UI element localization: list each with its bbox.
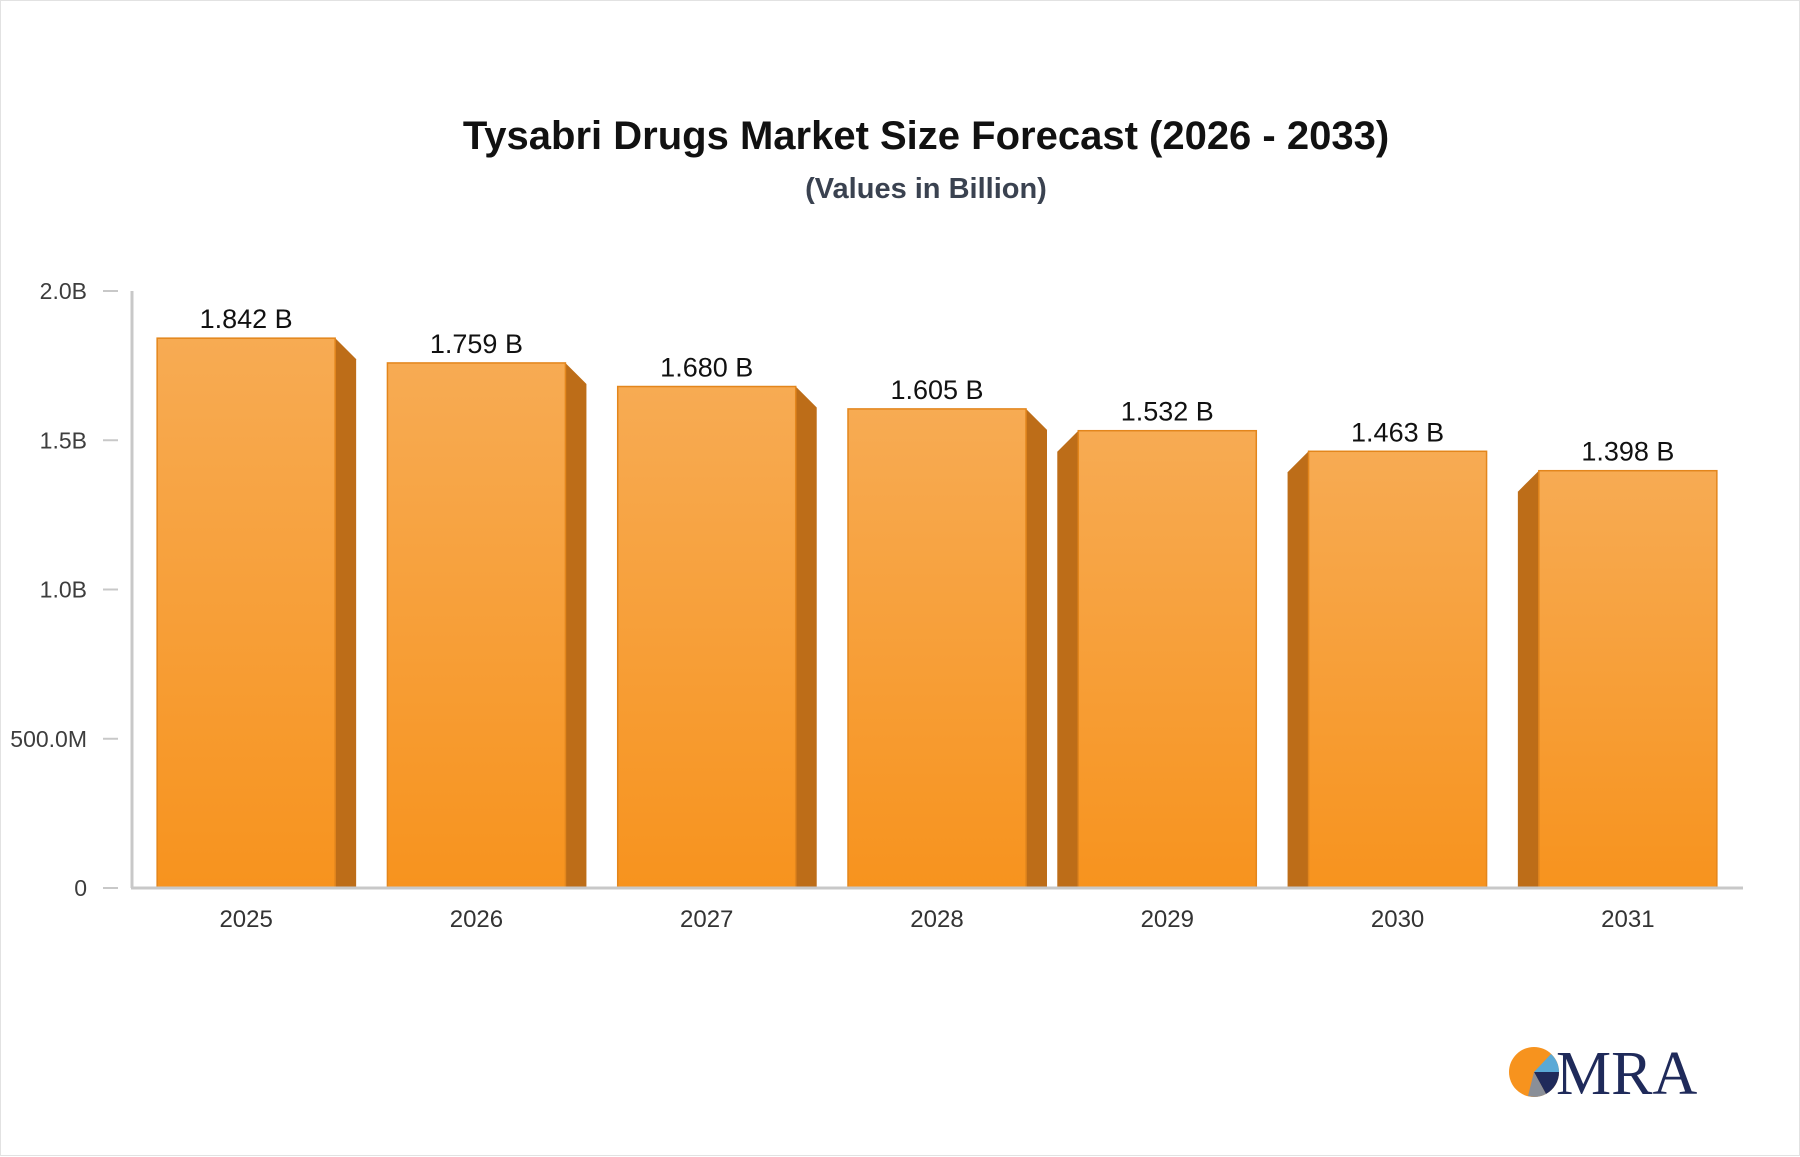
x-axis: 2025 2026 2027 2028 2029 2030 2031 — [219, 906, 1654, 933]
logo-slice-gray — [1528, 1072, 1546, 1097]
data-label: 1.532 B — [1121, 397, 1214, 427]
bar-2027 — [616, 385, 797, 889]
y-tick-label: 1.5B — [40, 427, 87, 453]
bar-2028 — [847, 408, 1027, 889]
x-tick-label: 2025 — [219, 906, 272, 933]
data-labels: 1.842 B 1.759 B 1.680 B 1.605 B 1.532 B 1.463… — [200, 304, 1675, 467]
bar-2025 — [156, 337, 336, 889]
y-tick-label: 1.0B — [40, 577, 87, 603]
bars — [156, 337, 1718, 889]
bar-side-2026 — [565, 362, 587, 889]
logo-text: MRA — [1556, 1040, 1697, 1108]
chart-subtitle: (Values in Billion) — [805, 173, 1047, 205]
y-axis: 0 500.0M 1.0B 1.5B 2.0B — [10, 278, 118, 901]
y-tick-label: 500.0M — [10, 726, 87, 752]
data-label: 1.759 B — [430, 329, 523, 359]
x-tick-label: 2030 — [1371, 906, 1424, 933]
bar-side-2030 — [1287, 451, 1309, 888]
chart-title: Tysabri Drugs Market Size Forecast (2026… — [463, 114, 1389, 158]
logo-slice-blue — [1534, 1054, 1559, 1072]
data-label: 1.605 B — [890, 375, 983, 405]
x-tick-label: 2031 — [1601, 906, 1654, 933]
y-tick-label: 0 — [74, 875, 87, 901]
x-tick-label: 2028 — [910, 906, 963, 933]
bar-side-2027 — [795, 386, 817, 888]
bar-side-2031 — [1517, 470, 1539, 888]
x-tick-label: 2027 — [680, 906, 733, 933]
data-label: 1.842 B — [200, 304, 293, 334]
logo-slice-navy — [1534, 1072, 1560, 1094]
x-tick-label: 2029 — [1141, 906, 1194, 933]
data-label: 1.680 B — [660, 353, 753, 383]
bar-side-2028 — [1026, 408, 1047, 888]
data-label: 1.463 B — [1351, 417, 1444, 447]
bar-side-2025 — [335, 338, 357, 889]
bar-2026 — [386, 362, 567, 889]
bar-2030 — [1307, 450, 1488, 889]
x-tick-label: 2026 — [450, 906, 503, 933]
bar-side-2029 — [1057, 430, 1079, 888]
mra-logo: MRA — [1509, 1040, 1697, 1108]
y-tick-label: 2.0B — [40, 278, 87, 304]
bar-2029 — [1077, 429, 1258, 889]
bar-2031 — [1538, 469, 1718, 889]
data-label: 1.398 B — [1581, 437, 1674, 467]
